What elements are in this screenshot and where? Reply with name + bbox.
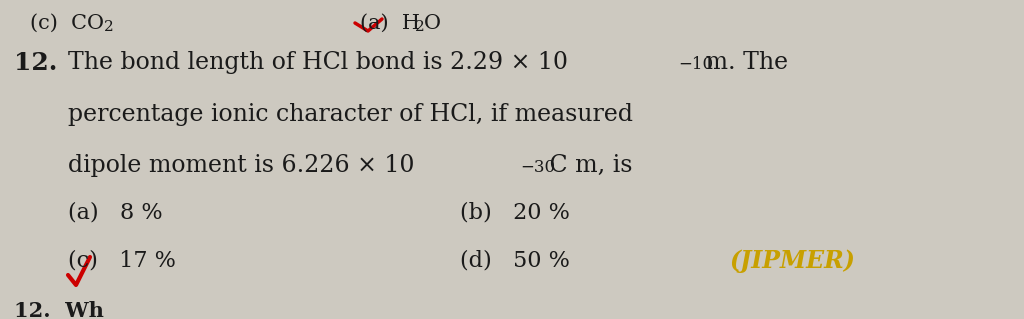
Text: (b)   20 %: (b) 20 % [460, 201, 570, 223]
Text: 2: 2 [104, 20, 114, 34]
Text: The bond length of HCl bond is 2.29 × 10: The bond length of HCl bond is 2.29 × 10 [68, 51, 568, 74]
Text: (c)   17 %: (c) 17 % [68, 249, 176, 271]
Text: percentage ionic character of HCl, if measured: percentage ionic character of HCl, if me… [68, 103, 633, 126]
Text: (JIPMER): (JIPMER) [730, 249, 856, 273]
Text: −30: −30 [520, 159, 555, 176]
Text: dipole moment is 6.226 × 10: dipole moment is 6.226 × 10 [68, 154, 415, 177]
Text: C m, is: C m, is [542, 154, 633, 177]
Text: (a)  H: (a) H [360, 14, 420, 33]
Text: (a)   8 %: (a) 8 % [68, 201, 163, 223]
Text: 12.  Wh: 12. Wh [14, 301, 103, 319]
Text: (c)  CO: (c) CO [30, 14, 104, 33]
Text: −10: −10 [678, 56, 713, 73]
Text: m. The: m. The [698, 51, 788, 74]
Text: 12.: 12. [14, 51, 57, 75]
Text: O: O [424, 14, 441, 33]
Text: (d)   50 %: (d) 50 % [460, 249, 570, 271]
Text: 2: 2 [415, 20, 425, 34]
